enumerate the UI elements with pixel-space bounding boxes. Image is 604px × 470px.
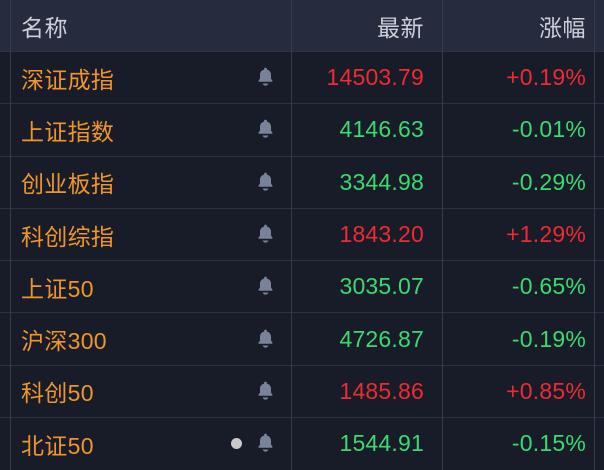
index-name-label: 北证50	[21, 432, 94, 459]
change-percent-value: -0.65%	[511, 273, 586, 300]
row-cell-change[interactable]: -0.65%	[442, 261, 604, 312]
table-row[interactable]: 创业板指 3344.98 -0.29%	[0, 155, 604, 208]
header-cell-price[interactable]: 最新	[291, 0, 442, 51]
table-row[interactable]: 上证50 3035.07 -0.65%	[0, 260, 604, 313]
table-row[interactable]: 上证指数 4146.63 -0.01%	[0, 103, 604, 156]
index-name-label: 深证成指	[21, 66, 115, 93]
row-cell-name[interactable]: 科创综指	[0, 209, 291, 260]
row-icon-group	[231, 418, 275, 469]
row-cell-change[interactable]: +1.29%	[442, 209, 604, 260]
index-name-label: 创业板指	[21, 171, 115, 198]
row-cell-price[interactable]: 1843.20	[291, 209, 442, 260]
table-row[interactable]: 科创综指 1843.20 +1.29%	[0, 207, 604, 261]
table-row[interactable]: 深证成指 14503.79 +0.19%	[0, 51, 604, 104]
change-percent-value: -0.01%	[511, 116, 586, 143]
index-name-label: 科创50	[21, 380, 94, 407]
bell-icon[interactable]	[256, 119, 275, 140]
latest-price-value: 1843.20	[339, 221, 424, 248]
change-percent-value: +1.29%	[506, 221, 586, 248]
latest-price-value: 14503.79	[326, 64, 424, 91]
row-icon-group	[256, 366, 275, 417]
index-name-label: 上证50	[21, 275, 94, 302]
latest-price-value: 1544.91	[339, 430, 424, 457]
row-icon-group	[256, 157, 275, 208]
row-cell-price[interactable]: 14503.79	[291, 52, 442, 103]
header-cell-name[interactable]: 名称	[0, 0, 291, 51]
table-body: 深证成指 14503.79 +0.19% 上证指数 4146.63 -0.01% 创业板指 3…	[0, 51, 604, 470]
row-cell-price[interactable]: 1485.86	[291, 366, 442, 417]
header-cell-change[interactable]: 涨幅	[442, 0, 604, 51]
bell-icon[interactable]	[256, 329, 275, 350]
row-cell-change[interactable]: -0.29%	[442, 157, 604, 208]
latest-price-value: 4726.87	[339, 325, 424, 352]
header-label-price: 最新	[377, 14, 424, 41]
row-cell-change[interactable]: -0.01%	[442, 104, 604, 155]
row-cell-name[interactable]: 沪深300	[0, 313, 291, 364]
bell-icon[interactable]	[256, 67, 275, 88]
table-row[interactable]: 科创50 1485.86 +0.85%	[0, 364, 604, 418]
row-cell-name[interactable]: 北证50	[0, 418, 291, 469]
row-icon-group	[256, 209, 275, 260]
row-cell-name[interactable]: 上证指数	[0, 104, 291, 155]
change-percent-value: -0.29%	[511, 168, 586, 195]
bell-icon[interactable]	[256, 276, 275, 297]
row-icon-group	[256, 313, 275, 364]
row-icon-group	[256, 52, 275, 103]
bell-icon[interactable]	[256, 381, 275, 402]
change-percent-value: -0.15%	[511, 430, 586, 457]
change-percent-value: +0.85%	[506, 377, 586, 404]
bell-icon[interactable]	[256, 172, 275, 193]
table-row[interactable]: 沪深300 4726.87 -0.19%	[0, 312, 604, 365]
dot-indicator-icon	[231, 438, 242, 450]
row-icon-group	[256, 261, 275, 312]
header-label-name: 名称	[21, 14, 68, 41]
index-name-label: 沪深300	[21, 328, 107, 355]
latest-price-value: 4146.63	[339, 116, 424, 143]
row-cell-price[interactable]: 4726.87	[291, 313, 442, 364]
index-name-label: 上证指数	[21, 118, 115, 145]
row-cell-change[interactable]: +0.19%	[442, 52, 604, 103]
row-cell-price[interactable]: 4146.63	[291, 104, 442, 155]
change-percent-value: -0.19%	[511, 325, 586, 352]
row-cell-price[interactable]: 3344.98	[291, 157, 442, 208]
row-icon-group	[256, 104, 275, 155]
row-cell-name[interactable]: 创业板指	[0, 157, 291, 208]
row-cell-name[interactable]: 深证成指	[0, 52, 291, 103]
header-label-change: 涨幅	[539, 14, 586, 41]
latest-price-value: 1485.86	[339, 377, 424, 404]
latest-price-value: 3035.07	[339, 273, 424, 300]
row-cell-change[interactable]: +0.85%	[442, 366, 604, 417]
index-name-label: 科创综指	[21, 223, 115, 250]
table-row[interactable]: 北证50 1544.91 -0.15%	[0, 417, 604, 470]
change-percent-value: +0.19%	[506, 64, 586, 91]
bell-icon[interactable]	[256, 433, 275, 454]
latest-price-value: 3344.98	[339, 168, 424, 195]
row-cell-price[interactable]: 3035.07	[291, 261, 442, 312]
row-cell-name[interactable]: 科创50	[0, 366, 291, 417]
bell-icon[interactable]	[256, 224, 275, 245]
row-cell-change[interactable]: -0.19%	[442, 313, 604, 364]
row-cell-price[interactable]: 1544.91	[291, 418, 442, 469]
table-header-row: 名称 最新 涨幅	[0, 0, 604, 51]
row-cell-change[interactable]: -0.15%	[442, 418, 604, 469]
row-cell-name[interactable]: 上证50	[0, 261, 291, 312]
